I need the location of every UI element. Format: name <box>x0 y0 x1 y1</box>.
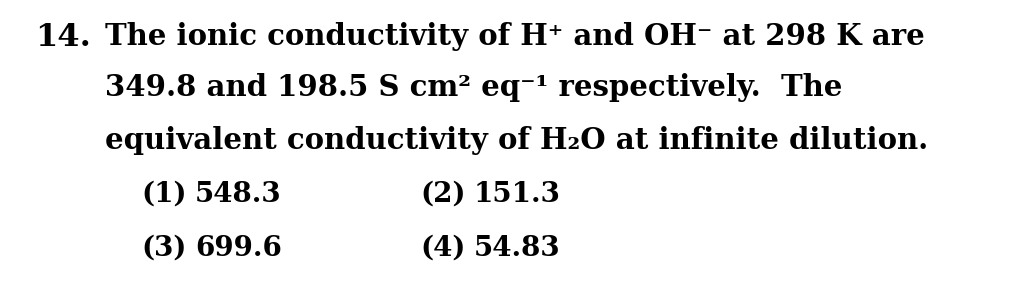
Text: (3): (3) <box>141 235 186 262</box>
Text: The ionic conductivity of H⁺ and OH⁻ at 298 K are: The ionic conductivity of H⁺ and OH⁻ at … <box>104 22 925 51</box>
Text: (4): (4) <box>420 235 465 262</box>
Text: equivalent conductivity of H₂O at infinite dilution.: equivalent conductivity of H₂O at infini… <box>104 126 928 155</box>
Text: (2): (2) <box>420 180 466 208</box>
Text: 14.: 14. <box>36 22 91 53</box>
Text: 349.8 and 198.5 S cm² eq⁻¹ respectively.  The: 349.8 and 198.5 S cm² eq⁻¹ respectively.… <box>104 73 843 102</box>
Text: 548.3: 548.3 <box>195 180 282 208</box>
Text: 151.3: 151.3 <box>474 180 561 208</box>
Text: 699.6: 699.6 <box>195 235 282 262</box>
Text: (1): (1) <box>141 180 186 208</box>
Text: 54.83: 54.83 <box>474 235 561 262</box>
